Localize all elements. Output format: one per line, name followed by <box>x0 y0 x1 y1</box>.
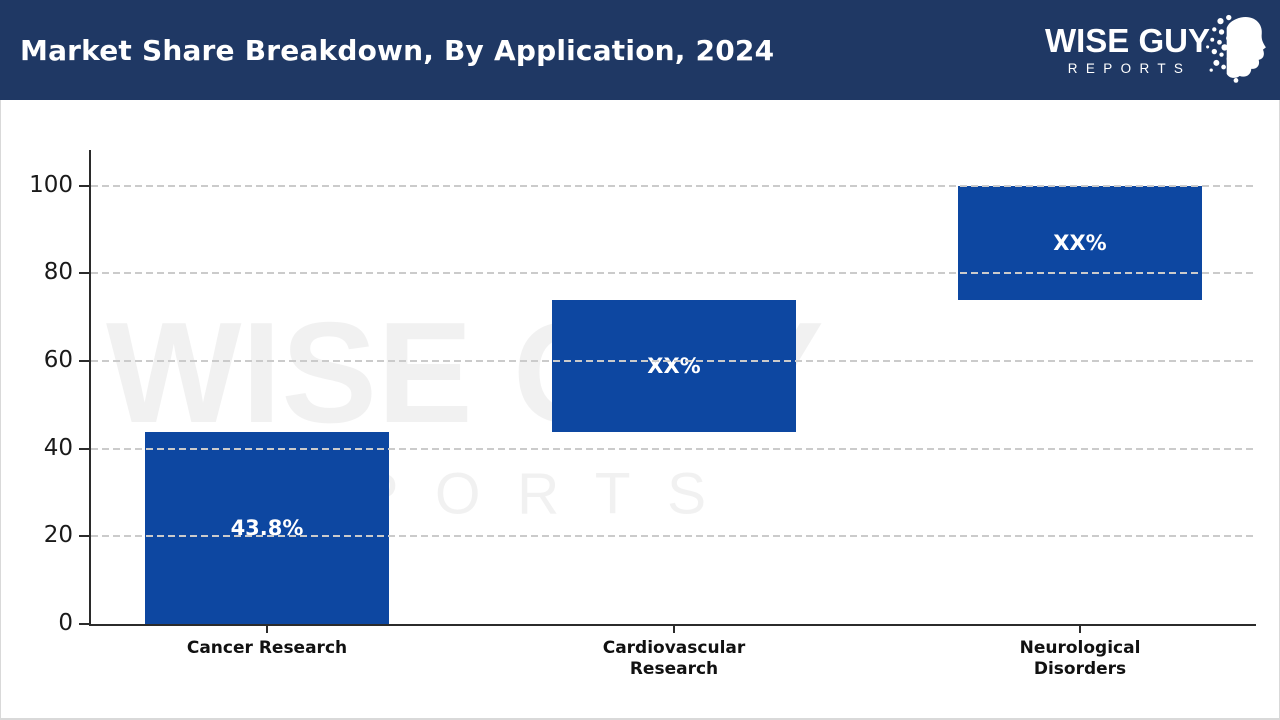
logo-text: WISE GUY REPORTS <box>1045 24 1210 76</box>
bar-value-label: XX% <box>647 353 701 378</box>
x-tick-label: Cancer Research <box>186 638 348 658</box>
gridline <box>91 447 1256 450</box>
chart-title: Market Share Breakdown, By Application, … <box>20 33 775 67</box>
gridline <box>91 184 1256 187</box>
y-axis-tick <box>79 272 89 275</box>
y-axis-tick <box>79 447 89 450</box>
y-axis-tick <box>79 184 89 187</box>
bar-cancer-research: 43.8% <box>145 431 389 624</box>
y-axis-tick <box>79 535 89 538</box>
y-tick-label: 0 <box>58 610 73 636</box>
x-tick-label: Neurological Disorders <box>1019 638 1141 680</box>
y-tick-label: 20 <box>43 522 73 549</box>
header-bar: Market Share Breakdown, By Application, … <box>0 0 1280 100</box>
plot-area: 0 20 40 60 80 100 43.8% Cancer Research XX% Cardi… <box>29 150 1256 679</box>
x-tick-label: Cardiovascular Research <box>602 638 746 680</box>
bar-neurological-disorders: XX% <box>958 185 1202 300</box>
chart-area: WISE GUY REPORTS <box>0 100 1280 720</box>
y-axis-tick <box>79 359 89 362</box>
gridline <box>91 272 1256 275</box>
y-axis-tick <box>79 623 89 625</box>
logo-wordmark: WISE GUY <box>1044 22 1210 59</box>
wiseguy-logo: WISE GUY REPORTS <box>1045 12 1270 88</box>
y-tick-label: 100 <box>29 171 73 198</box>
y-tick-label: 40 <box>43 434 73 461</box>
y-tick-label: 60 <box>43 346 73 373</box>
x-axis-tick <box>266 624 268 633</box>
gridline <box>91 535 1256 538</box>
wiseguy-face-icon <box>1206 14 1266 83</box>
gridline <box>91 359 1256 362</box>
x-axis-tick <box>1079 624 1081 633</box>
x-axis-tick <box>673 624 675 633</box>
y-tick-label: 80 <box>43 259 73 286</box>
bar-value-label: XX% <box>1053 230 1107 255</box>
bar-cardiovascular-research: XX% <box>552 299 796 432</box>
logo-subtext: REPORTS <box>1067 61 1192 76</box>
